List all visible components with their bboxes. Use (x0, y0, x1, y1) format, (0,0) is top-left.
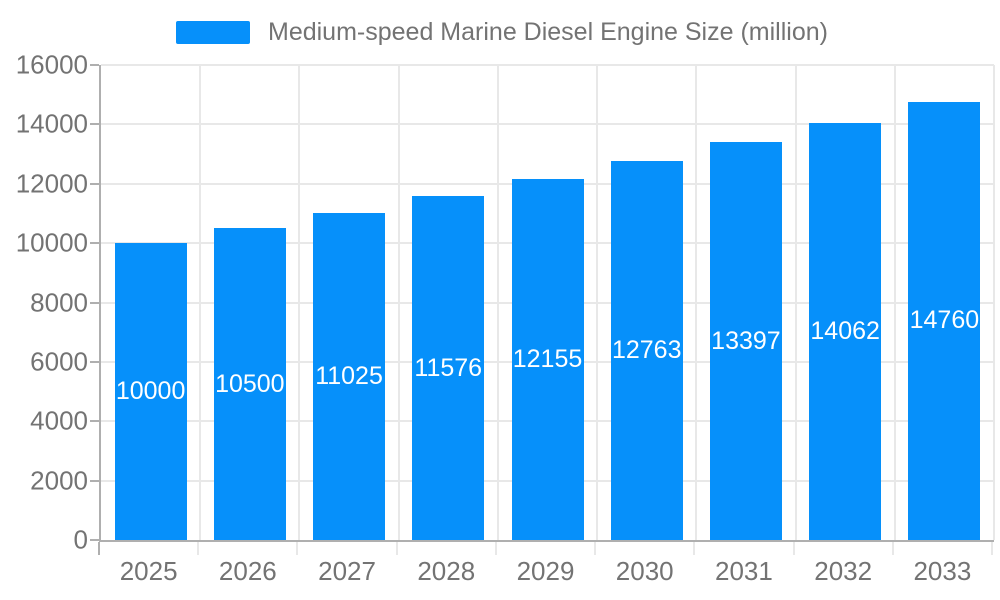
y-tick-mark (90, 420, 99, 423)
bar-value-label: 12763 (611, 336, 682, 365)
gridline-horizontal (101, 123, 994, 126)
legend-item[interactable]: Medium-speed Marine Diesel Engine Size (… (176, 18, 828, 47)
x-tick-mark (395, 542, 398, 555)
x-axis: 2025 2026 2027 2028 2029 2030 2031 2032 2033 (99, 556, 992, 588)
bar: 14062 (809, 122, 882, 540)
y-tick-label: 6000 (30, 346, 88, 377)
y-tick-label: 16000 (15, 49, 88, 80)
x-tick-label: 2032 (814, 556, 873, 586)
x-tick-label: 2028 (417, 556, 476, 586)
bar-value-label: 10500 (215, 369, 285, 398)
gridline-vertical (199, 65, 202, 540)
x-tick-mark (197, 542, 200, 555)
gridline-horizontal (101, 64, 994, 66)
bar: 12155 (511, 179, 584, 540)
bar: 12763 (610, 161, 683, 540)
x-tick-label: 2026 (218, 556, 277, 586)
gridline-vertical (794, 65, 797, 540)
y-tick-label: 0 (73, 524, 88, 555)
bar: 11576 (412, 196, 485, 540)
bar: 10000 (114, 243, 187, 540)
y-tick-label: 14000 (15, 108, 88, 139)
gridline-vertical (596, 65, 599, 540)
bar: 14760 (908, 101, 981, 540)
plot-area: 10000 10500 11025 11576 12155 12763 13397 14062… (99, 64, 995, 542)
x-tick-label: 2030 (615, 556, 674, 586)
gridline-vertical (298, 65, 301, 540)
bar: 11025 (313, 212, 386, 540)
x-tick-mark (891, 542, 894, 555)
y-tick-mark (90, 123, 99, 126)
bar-value-label: 11576 (414, 353, 483, 382)
gridline-vertical (893, 65, 896, 540)
y-tick-mark (90, 182, 99, 185)
y-tick-mark (90, 242, 99, 245)
y-tick-label: 4000 (30, 405, 88, 436)
x-tick-label: 2027 (318, 556, 376, 586)
legend-swatch (176, 21, 250, 44)
gridline-vertical (496, 65, 499, 540)
bar-value-label: 12155 (512, 345, 583, 374)
x-tick-mark (792, 542, 795, 555)
gridline-vertical (397, 65, 400, 540)
y-tick-mark (90, 539, 99, 541)
x-tick-mark (296, 542, 299, 555)
x-tick-mark (594, 542, 597, 555)
y-tick-label: 10000 (15, 227, 88, 258)
y-tick-mark (90, 479, 99, 482)
x-tick-mark (98, 542, 100, 555)
bar-value-label: 10000 (115, 377, 186, 406)
y-tick-mark (90, 301, 99, 304)
x-tick-mark (991, 542, 993, 555)
y-tick-label: 12000 (15, 168, 88, 199)
x-tick-mark (693, 542, 696, 555)
gridline-vertical (695, 65, 698, 540)
x-tick-label: 2025 (119, 556, 178, 586)
x-tick-label: 2033 (913, 556, 972, 586)
y-tick-label: 2000 (30, 465, 88, 496)
gridline-vertical (993, 65, 995, 540)
bar-value-label: 14062 (810, 316, 880, 345)
y-axis: 0 2000 4000 6000 8000 10000 12000 14000 16000 (0, 50, 88, 555)
x-tick-label: 2029 (516, 556, 575, 586)
bar-value-label: 11025 (315, 361, 383, 390)
bar-value-label: 13397 (711, 326, 781, 355)
x-tick-label: 2031 (715, 556, 773, 586)
y-tick-mark (90, 360, 99, 363)
y-tick-label: 8000 (30, 287, 88, 317)
bar: 13397 (709, 142, 782, 540)
bar: 10500 (213, 228, 286, 540)
bar-value-label: 14760 (909, 306, 980, 335)
x-tick-mark (494, 542, 497, 555)
y-tick-mark (90, 64, 99, 66)
legend-label: Medium-speed Marine Diesel Engine Size (… (268, 18, 828, 46)
